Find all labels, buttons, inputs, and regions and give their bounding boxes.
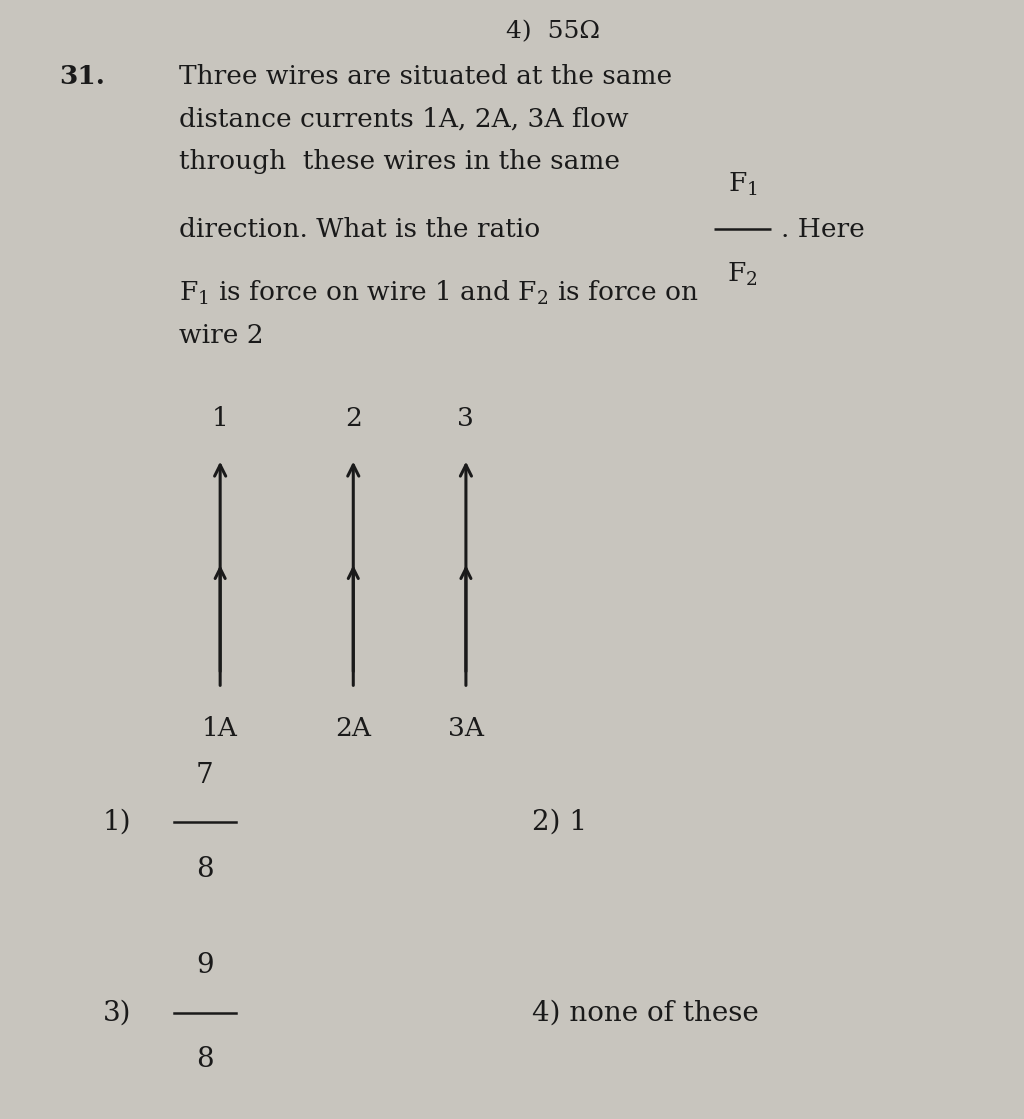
- Text: $\mathregular{F_1}$: $\mathregular{F_1}$: [727, 170, 758, 198]
- Text: wire 2: wire 2: [179, 323, 264, 348]
- Text: distance currents 1A, 2A, 3A flow: distance currents 1A, 2A, 3A flow: [179, 106, 629, 131]
- Text: 31.: 31.: [59, 64, 105, 88]
- Text: 2A: 2A: [335, 716, 372, 741]
- Text: 3): 3): [102, 999, 131, 1026]
- Text: 9: 9: [196, 952, 214, 979]
- Text: 3A: 3A: [447, 716, 484, 741]
- Text: 7: 7: [196, 762, 214, 789]
- Text: . Here: . Here: [781, 217, 865, 242]
- Text: 1: 1: [212, 406, 228, 431]
- Text: $\mathregular{F_2}$: $\mathregular{F_2}$: [727, 261, 758, 288]
- Text: through  these wires in the same: through these wires in the same: [179, 149, 621, 173]
- Text: 2: 2: [345, 406, 361, 431]
- Text: 4) none of these: 4) none of these: [532, 999, 759, 1026]
- Text: 1A: 1A: [202, 716, 239, 741]
- Text: $\mathregular{F_1}$ is force on wire 1 and $\mathregular{F_2}$ is force on: $\mathregular{F_1}$ is force on wire 1 a…: [179, 279, 698, 307]
- Text: 1): 1): [102, 809, 131, 836]
- Text: 2) 1: 2) 1: [532, 809, 588, 836]
- Text: direction. What is the ratio: direction. What is the ratio: [179, 217, 541, 242]
- Text: 4)  55Ω: 4) 55Ω: [506, 20, 600, 43]
- Text: Three wires are situated at the same: Three wires are situated at the same: [179, 64, 673, 88]
- Text: 8: 8: [196, 1046, 214, 1073]
- Text: 3: 3: [458, 406, 474, 431]
- Text: 8: 8: [196, 856, 214, 883]
